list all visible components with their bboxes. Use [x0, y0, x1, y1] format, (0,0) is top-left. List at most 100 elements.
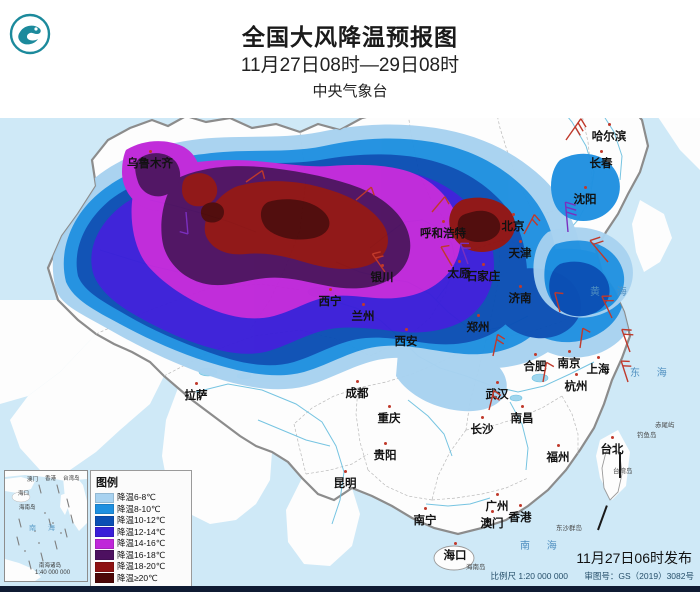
city-marker-dot [519, 504, 522, 507]
city-label: 郑州 [466, 322, 490, 334]
legend-panel: 图例 降温6-8℃ 降温8-10℃ 降温10-12℃ 降温12-14℃ 降温14-16℃… [90, 470, 192, 589]
city-label: 哈尔滨 [591, 131, 627, 143]
city-label: 长沙 [470, 424, 494, 436]
city-label: 天津 [508, 248, 532, 260]
inset-label: 海口 [18, 491, 30, 497]
geographic-label: 海南岛 [466, 564, 486, 571]
legend-item: 降温14-16℃ [95, 538, 187, 549]
city-label: 沈阳 [573, 194, 597, 206]
map-header: 全国大风降温预报图 11月27日08时—29日08时 中央气象台 [0, 0, 700, 118]
map-scale: 比例尺 1:20 000 000 [490, 571, 569, 581]
legend-label: 降温18-20℃ [117, 561, 166, 571]
inset-islands-label: 南海诸岛 [39, 563, 62, 569]
city-marker-dot [557, 444, 560, 447]
city-marker-dot [362, 303, 365, 306]
city-marker-dot [405, 328, 408, 331]
legend-item: 降温6-8℃ [95, 492, 187, 503]
city-marker-dot [442, 220, 445, 223]
sea-label: 南 海 [520, 541, 564, 552]
city-marker-dot [575, 373, 578, 376]
city-marker-dot [477, 314, 480, 317]
legend-label: 降温10-12℃ [117, 515, 166, 525]
cma-dragon-logo [9, 13, 51, 55]
city-marker-dot [454, 542, 457, 545]
inset-label: 海南岛 [19, 505, 36, 511]
city-marker-dot [568, 350, 571, 353]
legend-item: 降温8-10℃ [95, 504, 187, 515]
forecast-period: 11月27日08时—29日08时 [240, 55, 460, 76]
city-marker-dot [584, 186, 587, 189]
legend-swatch [95, 573, 114, 583]
city-label: 澳门 [480, 518, 504, 530]
city-marker-dot [519, 285, 522, 288]
inset-label: 澳门 [27, 477, 39, 483]
legend-swatch [95, 538, 114, 549]
city-label: 昆明 [333, 478, 357, 490]
city-marker-dot [519, 240, 522, 243]
legend-label: 降温≥20℃ [117, 572, 158, 583]
legend-swatch [95, 492, 114, 503]
city-label: 杭州 [564, 381, 588, 393]
legend-label: 降温12-14℃ [117, 526, 166, 537]
city-marker-dot [611, 436, 614, 439]
legend-item: 降温≥20℃ [95, 573, 187, 584]
city-marker-dot [381, 264, 384, 267]
inset-sea-label: 南 海 [29, 525, 60, 532]
city-label: 上海 [586, 364, 610, 376]
city-label: 北京 [501, 221, 525, 233]
geographic-label: 赤尾屿 [655, 422, 675, 429]
legend-item: 降温12-14℃ [95, 527, 187, 538]
city-marker-dot [482, 263, 485, 266]
review-number: 审图号：GS（2019）3082号 [584, 571, 694, 581]
city-label: 合肥 [523, 361, 547, 373]
city-marker-dot [384, 442, 387, 445]
publish-time: 11月27日06时发布 [576, 550, 692, 566]
geographic-label: 东沙群岛 [556, 525, 582, 532]
city-label: 香港 [508, 512, 532, 524]
city-label: 台北 [600, 444, 624, 456]
legend-item: 降温18-20℃ [95, 561, 187, 572]
legend-swatch [95, 504, 114, 514]
legend-label: 降温8-10℃ [117, 503, 161, 514]
city-marker-dot [534, 353, 537, 356]
inset-label: 台湾岛 [63, 476, 80, 482]
footer-meta: 比例尺 1:20 000 000 审图号：GS（2019）3082号 [477, 570, 694, 582]
inset-label: 香港 [45, 476, 57, 482]
city-label: 济南 [508, 293, 532, 305]
city-label: 重庆 [377, 413, 401, 425]
city-marker-dot [329, 288, 332, 291]
city-label: 银川 [370, 272, 394, 284]
sea-label: 黄 海 [590, 287, 634, 298]
city-label: 长春 [589, 158, 613, 170]
city-label: 南宁 [413, 515, 437, 527]
city-marker-dot [481, 416, 484, 419]
city-marker-dot [195, 382, 198, 385]
city-marker-dot [608, 123, 611, 126]
city-label: 乌鲁木齐 [127, 158, 173, 170]
legend-item: 降温16-18℃ [95, 550, 187, 561]
legend-swatch [95, 550, 114, 560]
legend-swatch [95, 527, 114, 537]
city-label: 西宁 [318, 296, 342, 308]
city-marker-dot [496, 381, 499, 384]
city-label: 海口 [443, 550, 467, 562]
city-label: 呼和浩特 [420, 228, 466, 240]
legend-swatch [95, 515, 114, 526]
legend-item: 降温10-12℃ [95, 515, 187, 526]
city-marker-dot [496, 493, 499, 496]
city-label: 福州 [546, 452, 570, 464]
south-china-sea-inset: 澳门 香港 台湾岛 海口 海南岛 南 海 南海诸岛 1:40 000 000 [4, 470, 88, 582]
sea-label: 东 海 [630, 368, 674, 379]
city-marker-dot [344, 470, 347, 473]
city-label: 广州 [485, 501, 509, 513]
city-marker-dot [597, 356, 600, 359]
city-label: 贵阳 [373, 450, 397, 462]
city-marker-dot [491, 510, 494, 513]
city-label: 西安 [394, 336, 418, 348]
city-marker-dot [149, 150, 152, 153]
city-marker-dot [600, 150, 603, 153]
city-label: 太原 [447, 268, 471, 280]
city-label: 拉萨 [184, 390, 208, 402]
legend-swatch [95, 561, 114, 572]
inset-scale: 1:40 000 000 [35, 570, 71, 576]
